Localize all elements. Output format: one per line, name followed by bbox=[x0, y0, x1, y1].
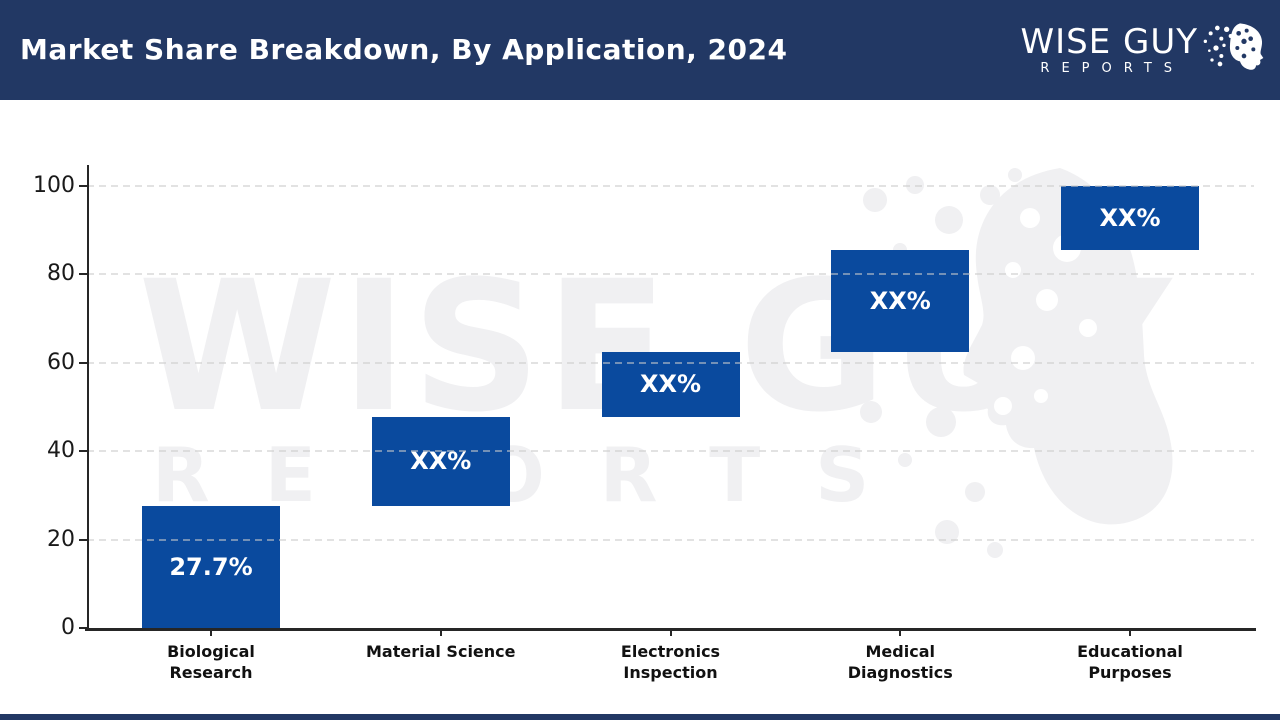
gridline bbox=[87, 450, 1254, 453]
watermark-reports-text: REPORTS bbox=[152, 431, 925, 519]
brand-name: WISE GUY bbox=[1020, 22, 1198, 62]
y-tick-mark bbox=[79, 538, 87, 541]
y-tick-label: 0 bbox=[61, 615, 75, 640]
bar-1: 27.7% bbox=[142, 505, 280, 628]
brand-subname: REPORTS bbox=[1040, 61, 1185, 76]
x-tick-mark bbox=[899, 628, 902, 636]
x-tick-mark bbox=[669, 628, 672, 636]
bar-2: XX% bbox=[371, 417, 510, 506]
gridline bbox=[87, 185, 1254, 187]
brand-logo-text: WISE GUY REPORTS bbox=[1020, 25, 1198, 75]
y-tick-mark bbox=[79, 450, 87, 453]
footer-bar bbox=[0, 714, 1280, 720]
header-banner: Market Share Breakdown, By Application, … bbox=[0, 0, 1280, 100]
bar-4: XX% bbox=[831, 250, 970, 352]
category-label: Material Science bbox=[365, 642, 516, 661]
y-tick-mark bbox=[79, 627, 87, 629]
bar-value-label: XX% bbox=[1099, 204, 1161, 233]
y-tick-label: 100 bbox=[33, 173, 75, 198]
category-label: Educational Purposes bbox=[1077, 642, 1183, 682]
gridline bbox=[87, 361, 1254, 364]
watermark-head-icon bbox=[845, 160, 1175, 574]
page-title: Market Share Breakdown, By Application, … bbox=[20, 33, 788, 66]
y-tick-mark bbox=[79, 273, 87, 276]
x-tick-mark bbox=[439, 628, 442, 636]
brand-logo: WISE GUY REPORTS bbox=[1020, 8, 1264, 92]
dotted-head-icon bbox=[1200, 8, 1264, 92]
x-tick-mark bbox=[210, 628, 212, 636]
category-label: Biological Research bbox=[167, 642, 255, 682]
x-axis bbox=[85, 628, 1256, 631]
bar-value-label: 27.7% bbox=[169, 552, 253, 581]
bar-value-label: XX% bbox=[639, 370, 702, 399]
category-label: Electronics Inspection bbox=[620, 642, 721, 682]
x-tick-mark bbox=[1129, 628, 1131, 636]
y-tick-mark bbox=[79, 185, 87, 187]
y-tick-mark bbox=[79, 361, 87, 364]
y-tick-label: 20 bbox=[47, 526, 75, 552]
y-tick-label: 80 bbox=[47, 261, 75, 287]
y-axis bbox=[87, 165, 89, 628]
chart-canvas: WISE GUY REPORTS 27.7% XX% XX% XX% XX% 0 20 40 6… bbox=[0, 100, 1280, 714]
gridline bbox=[87, 273, 1254, 276]
bar-value-label: XX% bbox=[869, 286, 931, 315]
y-tick-label: 40 bbox=[47, 438, 75, 464]
gridline bbox=[87, 538, 1254, 541]
category-label: Medical Diagnostics bbox=[847, 642, 953, 682]
y-tick-label: 60 bbox=[47, 349, 75, 375]
bar-5: XX% bbox=[1061, 186, 1199, 251]
